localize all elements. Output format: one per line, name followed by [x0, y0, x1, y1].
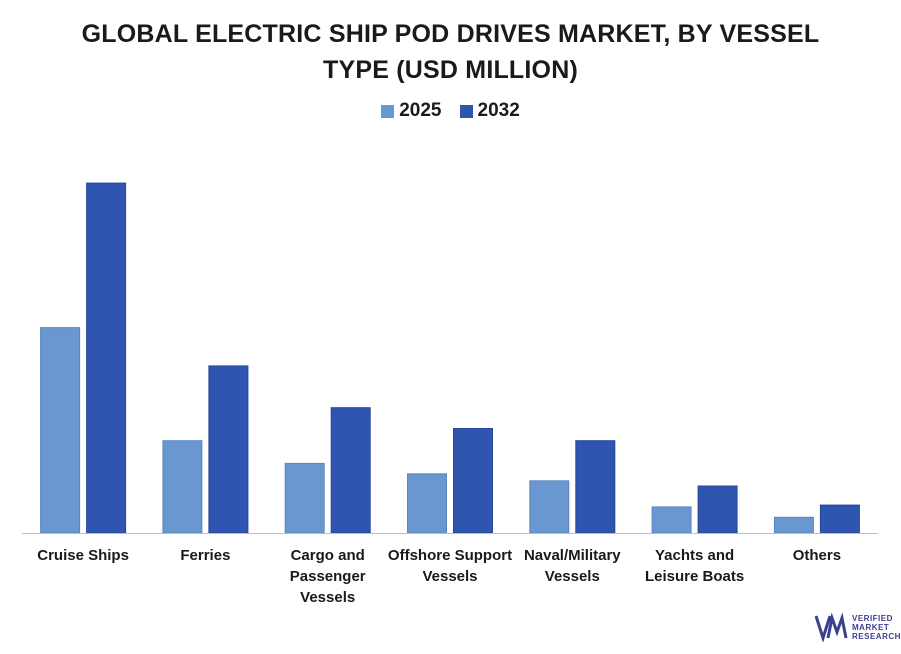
vmr-logo-icon [814, 612, 848, 642]
chart-title-line-2: TYPE (USD MILLION) [323, 56, 578, 84]
bar-2025-2 [284, 462, 325, 534]
x-tick-label-2-line-2: Vessels [300, 589, 355, 606]
bar-2032-6 [819, 504, 860, 534]
bar-2032-0 [86, 182, 127, 534]
x-tick-label-2: Cargo and Passenger Vessels [290, 547, 366, 606]
legend-swatch-2032 [459, 104, 473, 118]
legend-label-2032: 2032 [477, 100, 520, 121]
bars-group [40, 182, 860, 534]
x-tick-label-6-line-0: Others [793, 547, 841, 564]
x-tick-label-4-line-0: Naval/Military [524, 547, 621, 564]
x-tick-label-6: Others [793, 547, 841, 564]
bar-2032-5 [697, 485, 738, 534]
x-tick-label-4-line-1: Vessels [545, 568, 600, 585]
category-labels-group: Cruise Ships Ferries Cargo and Passenger Ves… [37, 547, 841, 606]
legend-label-2025: 2025 [399, 100, 442, 121]
legend-swatch-2025 [381, 104, 395, 118]
bar-2032-4 [575, 440, 616, 534]
x-tick-label-0-line-0: Cruise Ships [37, 547, 129, 564]
legend: 2025 2032 [0, 100, 901, 122]
x-tick-label-3-line-0: Offshore Support [388, 547, 512, 564]
bar-2032-3 [453, 428, 493, 534]
chart-title-line-1: GLOBAL ELECTRIC SHIP POD DRIVES MARKET, … [81, 20, 820, 48]
chart-title: GLOBAL ELECTRIC SHIP POD DRIVES MARKET, … [0, 16, 901, 88]
bar-2025-5 [651, 506, 692, 534]
x-tick-label-5-line-1: Leisure Boats [645, 568, 744, 585]
brand-line-2: MARKET [852, 622, 890, 632]
brand-line-1: VERIFIED [852, 613, 893, 623]
x-tick-label-2-line-1: Passenger [290, 568, 366, 585]
x-tick-label-5-line-0: Yachts and [655, 547, 734, 564]
bar-2025-3 [407, 473, 447, 534]
x-tick-label-1: Ferries [180, 547, 230, 564]
x-tick-label-2-line-0: Cargo and [291, 547, 365, 564]
x-tick-label-1-line-0: Ferries [180, 547, 230, 564]
bar-2025-1 [162, 440, 203, 534]
bar-2025-0 [40, 327, 81, 534]
bar-2032-2 [330, 407, 371, 534]
x-tick-label-3: Offshore Support Vessels [388, 547, 512, 585]
bar-2025-6 [773, 516, 814, 534]
bar-2032-1 [208, 365, 249, 534]
legend-item-2025[interactable]: 2025 [381, 100, 442, 122]
brand-text: VERIFIED MARKET RESEARCH [852, 614, 901, 641]
x-tick-label-0: Cruise Ships [37, 547, 129, 564]
x-tick-label-5: Yachts and Leisure Boats [645, 547, 744, 585]
brand-line-3: RESEARCH [852, 631, 901, 641]
x-tick-label-4: Naval/Military Vessels [524, 547, 621, 585]
brand-logo: VERIFIED MARKET RESEARCH ® [814, 612, 901, 642]
x-tick-label-3-line-1: Vessels [422, 568, 477, 585]
legend-item-2032[interactable]: 2032 [459, 100, 520, 122]
bar-2025-4 [529, 480, 570, 534]
